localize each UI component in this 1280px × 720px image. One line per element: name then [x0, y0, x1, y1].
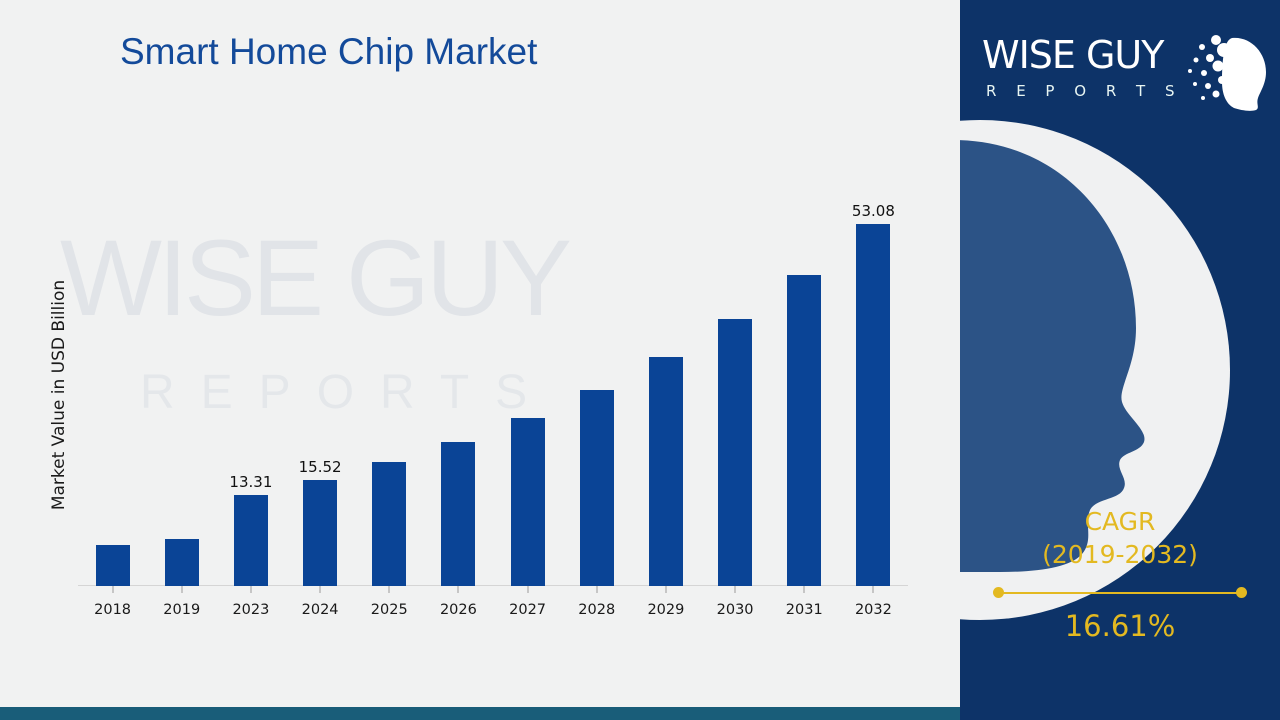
bar-value-label: 13.31 [229, 473, 273, 492]
x-axis-tick-label: 2027 [509, 602, 547, 618]
bar [164, 538, 199, 586]
bar [718, 319, 753, 586]
bar [233, 495, 268, 586]
logo-dotted-head-icon [1188, 35, 1266, 111]
brand-logo-subtitle: R E P O R T S [986, 82, 1182, 100]
x-axis-tick [457, 586, 459, 593]
x-axis-tick-label: 2025 [370, 602, 408, 618]
x-axis-tick [181, 586, 183, 593]
cagr-divider-line [998, 592, 1242, 594]
x-axis-tick-label: 2031 [785, 602, 823, 618]
x-axis-tick-label: 2023 [232, 602, 270, 618]
bar-group: 2031 [770, 190, 839, 618]
cagr-value: 16.61% [1064, 609, 1176, 643]
bar [787, 275, 822, 586]
bar-value-label: 53.08 [851, 201, 895, 220]
brand-logo-wordmark: WISE GUY [982, 33, 1164, 77]
bar [95, 545, 130, 586]
bar-group: 2018 [78, 190, 147, 618]
x-axis-tick-label: 2018 [94, 602, 132, 618]
x-axis-line [78, 585, 908, 586]
x-axis-tick [734, 586, 736, 593]
bar-group: 2025 [355, 190, 424, 618]
bar-group: 53.08 2032 [839, 190, 908, 618]
x-axis-tick-label: 2024 [301, 602, 339, 618]
bar-group: 2019 [147, 190, 216, 618]
x-axis-tick-label: 2028 [578, 602, 616, 618]
bar-value-label: 15.52 [298, 458, 342, 477]
x-axis-tick-label: 2029 [647, 602, 685, 618]
x-axis-tick [803, 586, 805, 593]
bar [510, 417, 545, 586]
x-axis-tick-label: 2032 [854, 602, 892, 618]
bar-group: 15.52 2024 [286, 190, 355, 618]
bar [372, 462, 407, 586]
bar [856, 223, 891, 586]
x-axis-tick [319, 586, 321, 593]
bar-chart-plot: 2018 2019 13.31 2023 15.52 2024 2025 2026 2027 20… [78, 190, 908, 618]
bar [441, 441, 476, 586]
x-axis-tick [112, 586, 114, 593]
y-axis-label: Market Value in USD Billion [49, 279, 69, 511]
bar [303, 480, 338, 586]
cagr-label: CAGR [1084, 507, 1156, 536]
bar-group: 2026 [424, 190, 493, 618]
x-axis-tick [388, 586, 390, 593]
x-axis-tick [872, 586, 874, 593]
x-axis-tick [250, 586, 252, 593]
bar-group: 2028 [562, 190, 631, 618]
bar [648, 357, 683, 586]
cagr-period: (2019-2032) [1042, 540, 1198, 569]
bar-group: 2030 [701, 190, 770, 618]
bar [579, 389, 614, 586]
x-axis-tick-label: 2019 [163, 602, 201, 618]
bar-group: 2029 [631, 190, 700, 618]
x-axis-tick-label: 2026 [439, 602, 477, 618]
cagr-divider [960, 586, 1280, 600]
brand-panel: WISE GUY R E P O R T S CAGR (2019-2032) [960, 0, 1280, 720]
x-axis-tick-label: 2030 [716, 602, 754, 618]
x-axis-tick [527, 586, 529, 593]
bottom-accent-strip [0, 707, 960, 720]
bar-group: 13.31 2023 [216, 190, 285, 618]
cagr-block: CAGR (2019-2032) 16.61% [960, 505, 1280, 644]
cagr-divider-dot-right [1236, 587, 1247, 598]
x-axis-tick [665, 586, 667, 593]
brand-logo: WISE GUY R E P O R T S [978, 28, 1266, 118]
decorative-head-silhouette-icon [960, 140, 1145, 572]
page-title: Smart Home Chip Market [120, 31, 538, 72]
bar-group: 2027 [493, 190, 562, 618]
x-axis-tick [596, 586, 598, 593]
